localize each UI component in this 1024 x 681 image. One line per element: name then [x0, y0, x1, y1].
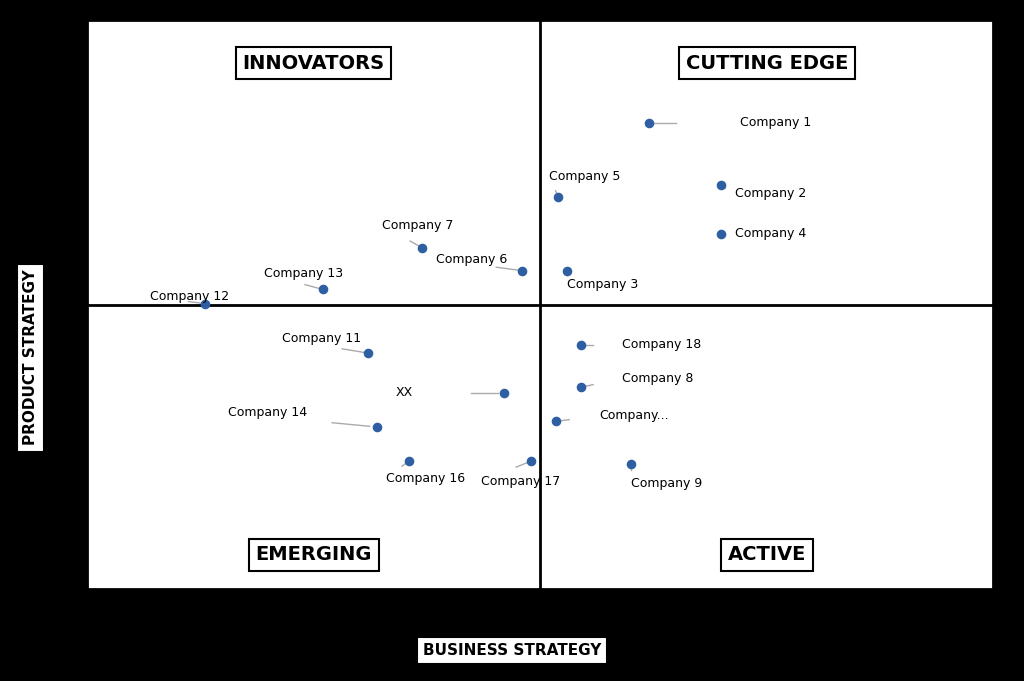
Point [548, 416, 564, 427]
Point [514, 265, 530, 276]
Point [359, 347, 376, 358]
Text: BUSINESS STRATEGY: BUSINESS STRATEGY [423, 643, 601, 658]
Point [496, 387, 512, 398]
Point [369, 422, 385, 432]
Text: Company 11: Company 11 [282, 332, 361, 345]
Point [572, 382, 589, 393]
Text: PRODUCT STRATEGY: PRODUCT STRATEGY [24, 270, 38, 445]
Text: EMERGING: EMERGING [255, 545, 372, 565]
Text: ACTIVE: ACTIVE [727, 545, 806, 565]
Text: 0%: 0% [516, 590, 539, 604]
Text: Company 2: Company 2 [735, 187, 806, 200]
Text: Company 12: Company 12 [151, 290, 229, 303]
Text: Company 14: Company 14 [227, 407, 306, 419]
Point [550, 191, 566, 202]
Point [559, 265, 575, 276]
Text: Company 6: Company 6 [436, 253, 507, 266]
Point [623, 458, 639, 469]
Point [713, 228, 729, 239]
Text: Company 7: Company 7 [382, 219, 453, 232]
Text: 50%: 50% [995, 298, 1024, 312]
Text: Company 5: Company 5 [549, 170, 621, 183]
Point [523, 456, 540, 466]
Text: INNOVATORS: INNOVATORS [243, 54, 385, 73]
Point [572, 339, 589, 350]
Point [713, 180, 729, 191]
Text: XX: XX [395, 386, 413, 399]
Point [314, 284, 331, 295]
Text: Company 1: Company 1 [739, 116, 811, 129]
Text: Company 18: Company 18 [622, 338, 701, 351]
Text: 50%: 50% [54, 298, 85, 312]
Text: Company 8: Company 8 [622, 373, 693, 385]
Text: Company...: Company... [599, 409, 669, 422]
Point [400, 456, 417, 466]
Text: Company 3: Company 3 [567, 279, 639, 291]
Text: Company 16: Company 16 [386, 472, 465, 485]
Text: Company 13: Company 13 [264, 267, 343, 280]
Point [641, 117, 657, 128]
Text: CUTTING EDGE: CUTTING EDGE [685, 54, 848, 73]
Text: Company 17: Company 17 [481, 475, 560, 488]
Text: 100%: 100% [499, 5, 539, 19]
Point [414, 242, 430, 253]
Text: Company 9: Company 9 [631, 477, 702, 490]
Point [197, 298, 213, 309]
Text: Company 4: Company 4 [735, 227, 806, 240]
